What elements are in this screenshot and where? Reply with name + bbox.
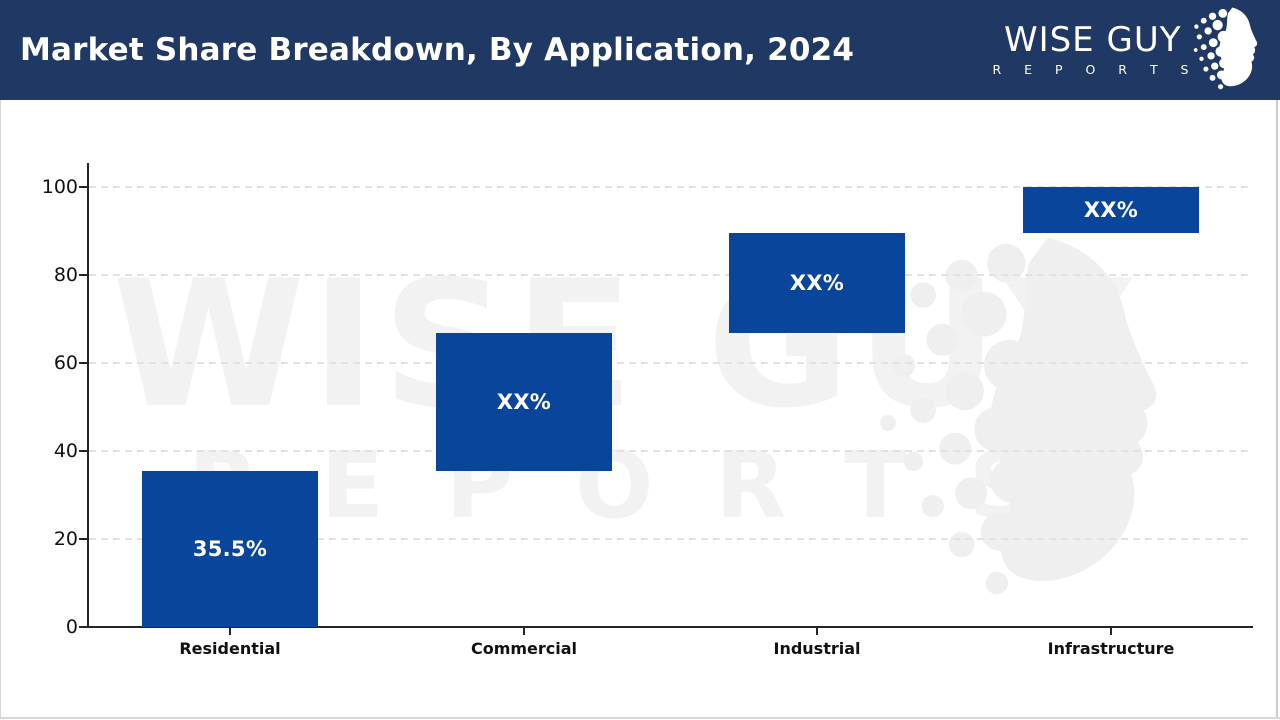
x-axis-label-industrial: Industrial xyxy=(773,639,861,658)
x-tick-mark xyxy=(229,627,231,635)
logo-subtitle: R E P O R T S xyxy=(992,62,1198,77)
gridline-100 xyxy=(89,185,1253,188)
x-tick-mark xyxy=(1110,627,1112,635)
y-tick-mark xyxy=(79,361,88,364)
y-tick-mark xyxy=(79,185,88,188)
bar-industrial: XX% xyxy=(729,233,905,334)
x-axis-label-residential: Residential xyxy=(179,639,281,658)
page-edge-left xyxy=(0,100,1,718)
y-tick-mark xyxy=(79,449,88,452)
bar-value-label: 35.5% xyxy=(192,536,268,561)
gridline-80 xyxy=(89,273,1253,276)
y-tick-label: 0 xyxy=(65,616,78,638)
page-title: Market Share Breakdown, By Application, … xyxy=(20,32,855,68)
dotted-face-icon xyxy=(1193,7,1258,90)
bar-residential: 35.5% xyxy=(142,470,318,627)
y-tick-label: 40 xyxy=(53,439,78,462)
logo-wordmark: WISE GUY xyxy=(1003,20,1182,60)
y-tick-label: 100 xyxy=(41,175,78,198)
bar-commercial: XX% xyxy=(436,333,612,471)
x-tick-mark xyxy=(523,627,525,635)
bar-value-label: XX% xyxy=(789,271,845,296)
y-tick-label: 60 xyxy=(53,351,78,374)
wise-guy-logo: WISE GUY R E P O R T S xyxy=(987,6,1262,94)
page-edge-right xyxy=(1276,100,1278,718)
x-tick-mark xyxy=(816,627,818,635)
logo-text: WISE GUY R E P O R T S xyxy=(987,23,1198,77)
bar-infrastructure: XX% xyxy=(1023,186,1199,234)
y-tick-mark xyxy=(79,273,88,276)
gridline-60 xyxy=(89,361,1253,364)
y-tick-mark xyxy=(79,626,88,628)
y-tick-label: 20 xyxy=(53,527,78,550)
page-edge-bottom xyxy=(0,717,1280,719)
x-axis-label-infrastructure: Infrastructure xyxy=(1047,639,1175,658)
x-axis-line xyxy=(87,626,1253,628)
bar-value-label: XX% xyxy=(1083,197,1139,222)
gridline-40 xyxy=(89,449,1253,452)
x-axis-label-commercial: Commercial xyxy=(470,639,578,658)
y-axis-line xyxy=(87,163,89,628)
y-tick-mark xyxy=(79,537,88,540)
bar-value-label: XX% xyxy=(496,389,552,414)
y-tick-label: 80 xyxy=(53,263,78,286)
gridline-20 xyxy=(89,537,1253,540)
header-banner: Market Share Breakdown, By Application, … xyxy=(0,0,1280,100)
